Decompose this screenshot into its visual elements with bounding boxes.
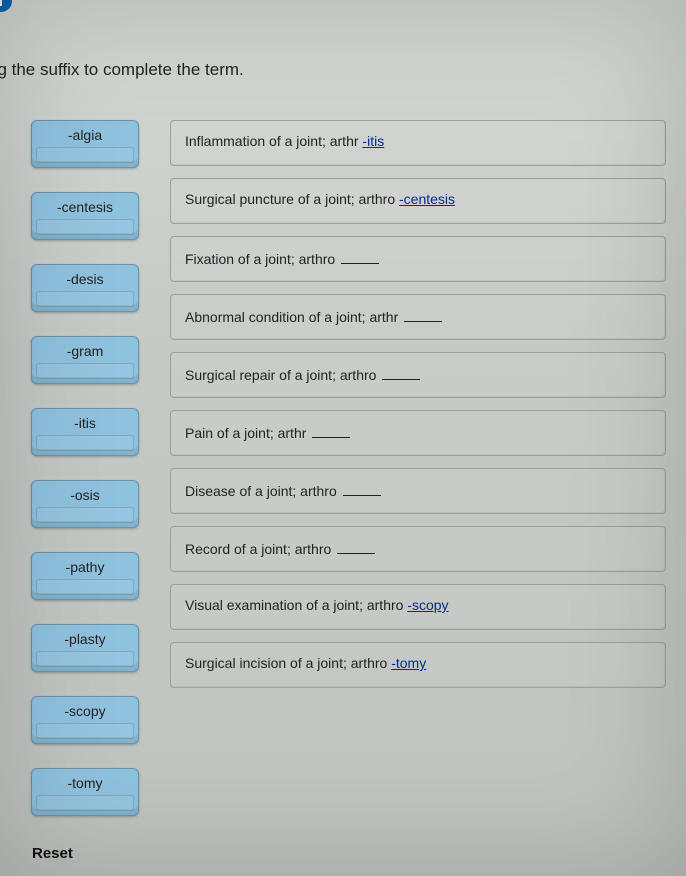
suffix-label: -tomy <box>68 775 103 791</box>
suffix-tile[interactable]: -pathy <box>31 552 139 600</box>
definition-text: Surgical repair of a joint; arthro <box>185 367 380 383</box>
blank-slot[interactable] <box>382 365 420 380</box>
suffix-label: -gram <box>67 343 104 359</box>
suffix-label: -itis <box>74 415 96 431</box>
filled-answer: -tomy <box>391 655 426 671</box>
definitions-column: Inflammation of a joint; arthr -itis Surg… <box>170 120 666 688</box>
definition-text: Disease of a joint; arthro <box>185 483 341 499</box>
blank-slot[interactable] <box>312 423 350 438</box>
suffix-tile[interactable]: -centesis <box>31 192 139 240</box>
exercise-screen: i ag the suffix to complete the term. -a… <box>0 0 686 876</box>
definition-text: Pain of a joint; arthr <box>185 425 310 441</box>
suffix-tile[interactable]: -plasty <box>31 624 139 672</box>
definition-text: Surgical puncture of a joint; arthro <box>185 191 399 207</box>
filled-answer: -itis <box>362 133 384 149</box>
info-icon[interactable]: i <box>0 0 12 12</box>
header-icons: i <box>0 0 12 12</box>
suffix-column: -algia -centesis -desis -gram -itis -osis -pat… <box>30 120 140 816</box>
filled-answer: -centesis <box>399 191 455 207</box>
blank-slot[interactable] <box>343 481 381 496</box>
suffix-label: -centesis <box>57 199 113 215</box>
suffix-label: -algia <box>68 127 102 143</box>
definition-dropzone[interactable]: Inflammation of a joint; arthr -itis <box>170 120 666 166</box>
definition-text: Record of a joint; arthro <box>185 541 335 557</box>
suffix-tile[interactable]: -algia <box>31 120 139 168</box>
definition-dropzone[interactable]: Visual examination of a joint; arthro -s… <box>170 584 666 630</box>
suffix-label: -pathy <box>66 559 105 575</box>
definition-dropzone[interactable]: Surgical incision of a joint; arthro -to… <box>170 642 666 688</box>
suffix-tile[interactable]: -tomy <box>31 768 139 816</box>
definition-text: Fixation of a joint; arthro <box>185 251 339 267</box>
info-glyph: i <box>0 0 3 9</box>
definition-text: Abnormal condition of a joint; arthr <box>185 309 402 325</box>
definition-dropzone[interactable]: Pain of a joint; arthr <box>170 410 666 456</box>
definition-dropzone[interactable]: Abnormal condition of a joint; arthr <box>170 294 666 340</box>
definition-text: Inflammation of a joint; arthr <box>185 133 362 149</box>
definition-text: Surgical incision of a joint; arthro <box>185 655 391 671</box>
definition-text: Visual examination of a joint; arthro <box>185 597 407 613</box>
filled-answer: -scopy <box>407 597 448 613</box>
suffix-tile[interactable]: -scopy <box>31 696 139 744</box>
definition-dropzone[interactable]: Disease of a joint; arthro <box>170 468 666 514</box>
suffix-tile[interactable]: -itis <box>31 408 139 456</box>
definition-dropzone[interactable]: Surgical puncture of a joint; arthro -ce… <box>170 178 666 224</box>
definition-dropzone[interactable]: Surgical repair of a joint; arthro <box>170 352 666 398</box>
blank-slot[interactable] <box>337 539 375 554</box>
definition-dropzone[interactable]: Fixation of a joint; arthro <box>170 236 666 282</box>
suffix-label: -osis <box>70 487 100 503</box>
blank-slot[interactable] <box>341 249 379 264</box>
blank-slot[interactable] <box>404 307 442 322</box>
reset-button[interactable]: Reset <box>32 845 73 862</box>
suffix-label: -scopy <box>64 703 105 719</box>
suffix-tile[interactable]: -osis <box>31 480 139 528</box>
suffix-label: -desis <box>66 271 103 287</box>
instruction-text: ag the suffix to complete the term. <box>0 60 244 80</box>
suffix-label: -plasty <box>64 631 105 647</box>
content-area: -algia -centesis -desis -gram -itis -osis -pat… <box>30 120 666 866</box>
suffix-tile[interactable]: -gram <box>31 336 139 384</box>
suffix-tile[interactable]: -desis <box>31 264 139 312</box>
definition-dropzone[interactable]: Record of a joint; arthro <box>170 526 666 572</box>
